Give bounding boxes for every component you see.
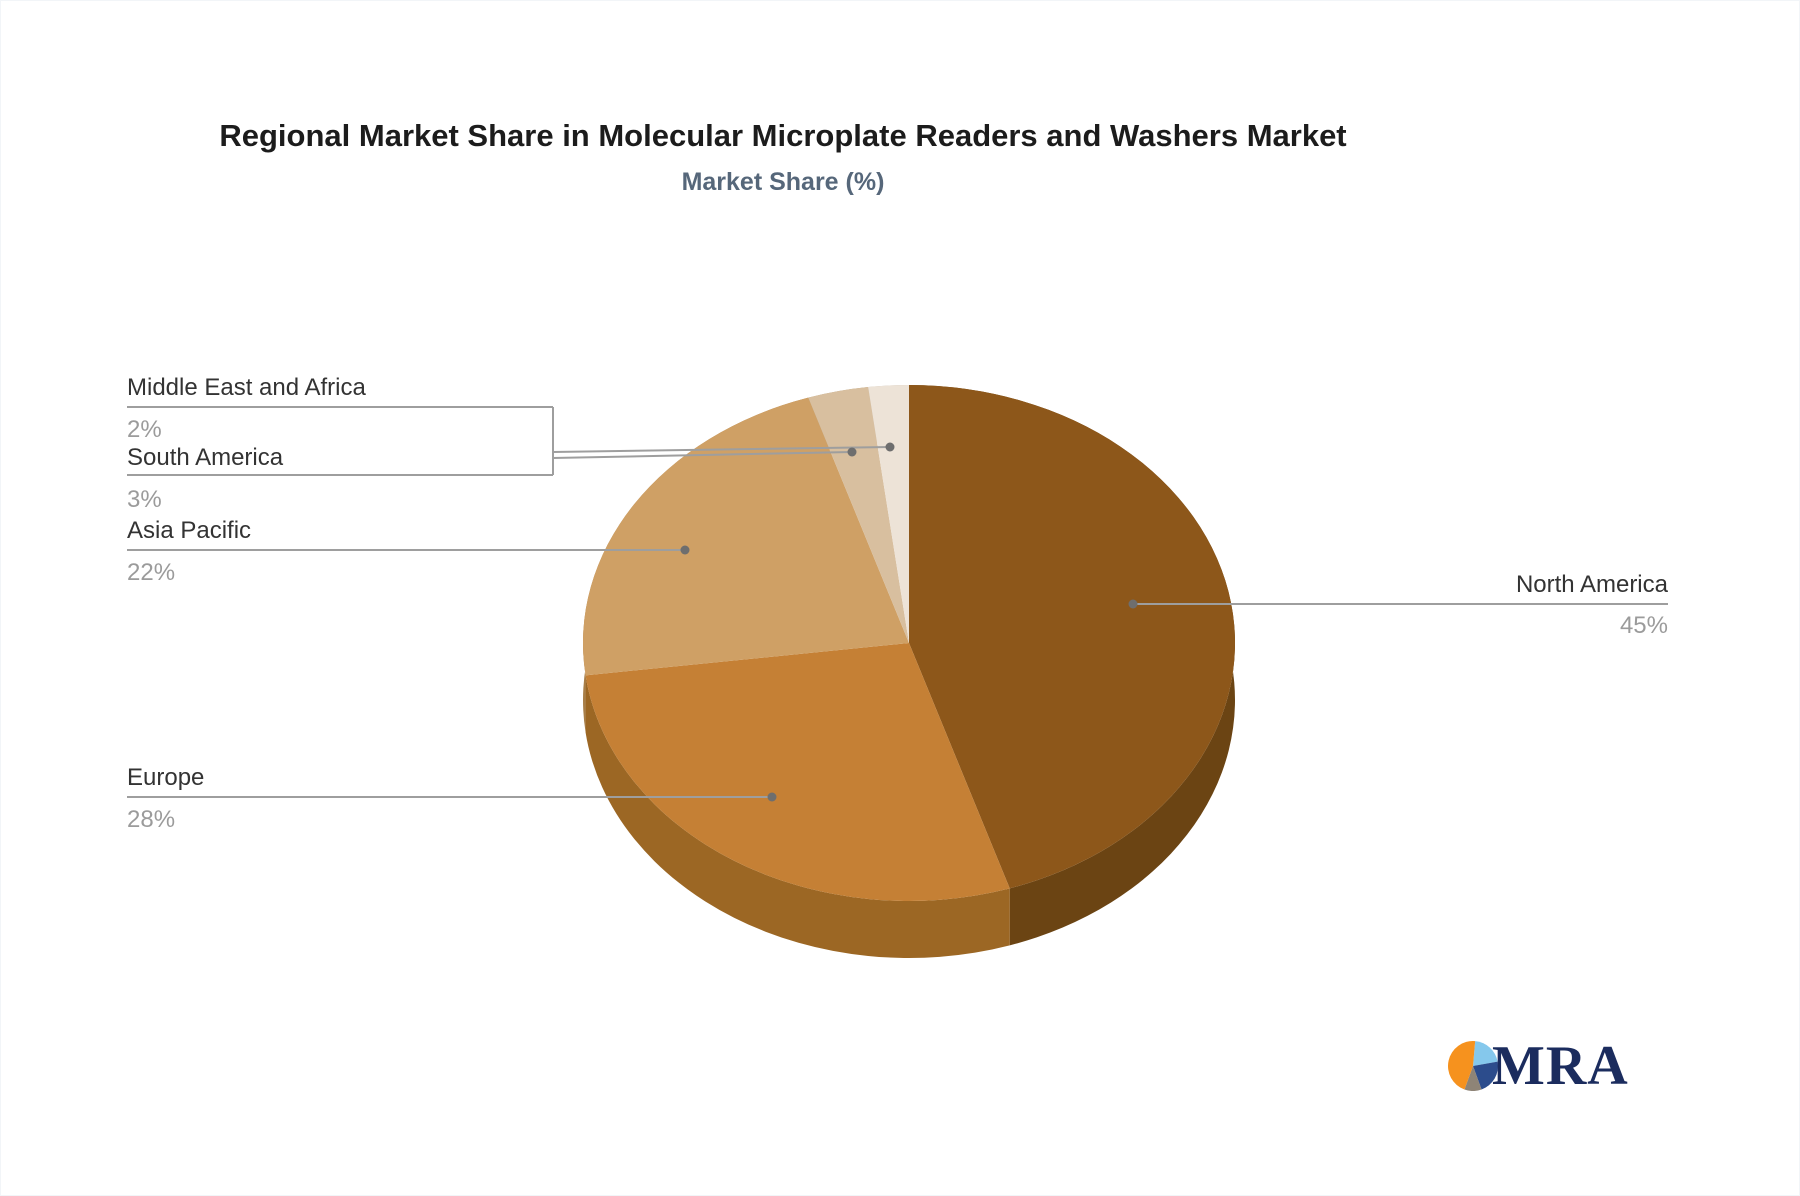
pie-slice-middle-east-and-africa[interactable] <box>868 385 909 643</box>
leader-middle-east-and-africa <box>552 446 891 453</box>
pct-middle-east-and-africa: 2% <box>127 416 162 443</box>
label-europe: Europe <box>127 764 205 791</box>
logo-slice-dark-blue <box>1473 1061 1498 1090</box>
pie-slice-north-america[interactable] <box>909 385 1235 889</box>
brand-logo-text: MRA <box>1492 1035 1629 1097</box>
label-north-america: North America <box>1515 571 1668 598</box>
brand-logo: MRA <box>1448 1038 1629 1094</box>
chart-title: Regional Market Share in Molecular Micro… <box>219 118 1347 153</box>
chart-subtitle: Market Share (%) <box>681 168 885 196</box>
leader-europe-dot <box>767 792 777 802</box>
pie-logo-icon <box>1448 1041 1498 1091</box>
pie-slice-side-europe <box>585 675 1010 958</box>
leader-south-america <box>552 451 853 459</box>
pct-europe: 28% <box>127 806 176 833</box>
label-middle-east-and-africa: Middle East and Africa <box>127 374 366 401</box>
label-asia-pacific: Asia Pacific <box>127 517 252 544</box>
pct-north-america: 45% <box>1619 612 1668 639</box>
logo-slice-orange <box>1448 1041 1476 1090</box>
pie-slice-asia-pacific[interactable] <box>583 397 909 676</box>
leader-south-america-dot <box>847 447 857 457</box>
logo-slice-gray <box>1464 1066 1482 1091</box>
label-south-america: South America <box>127 444 284 471</box>
pie-slice-europe[interactable] <box>585 643 1010 901</box>
leader-north-america-dot <box>1128 599 1138 609</box>
leader-asia-pacific-dot <box>680 545 690 555</box>
pie-slice-south-america[interactable] <box>808 387 909 643</box>
logo-slice-light-blue <box>1473 1041 1498 1066</box>
pct-south-america: 3% <box>127 486 162 513</box>
leader-middle-east-and-africa-dot <box>885 442 895 452</box>
pct-asia-pacific: 22% <box>127 559 176 586</box>
